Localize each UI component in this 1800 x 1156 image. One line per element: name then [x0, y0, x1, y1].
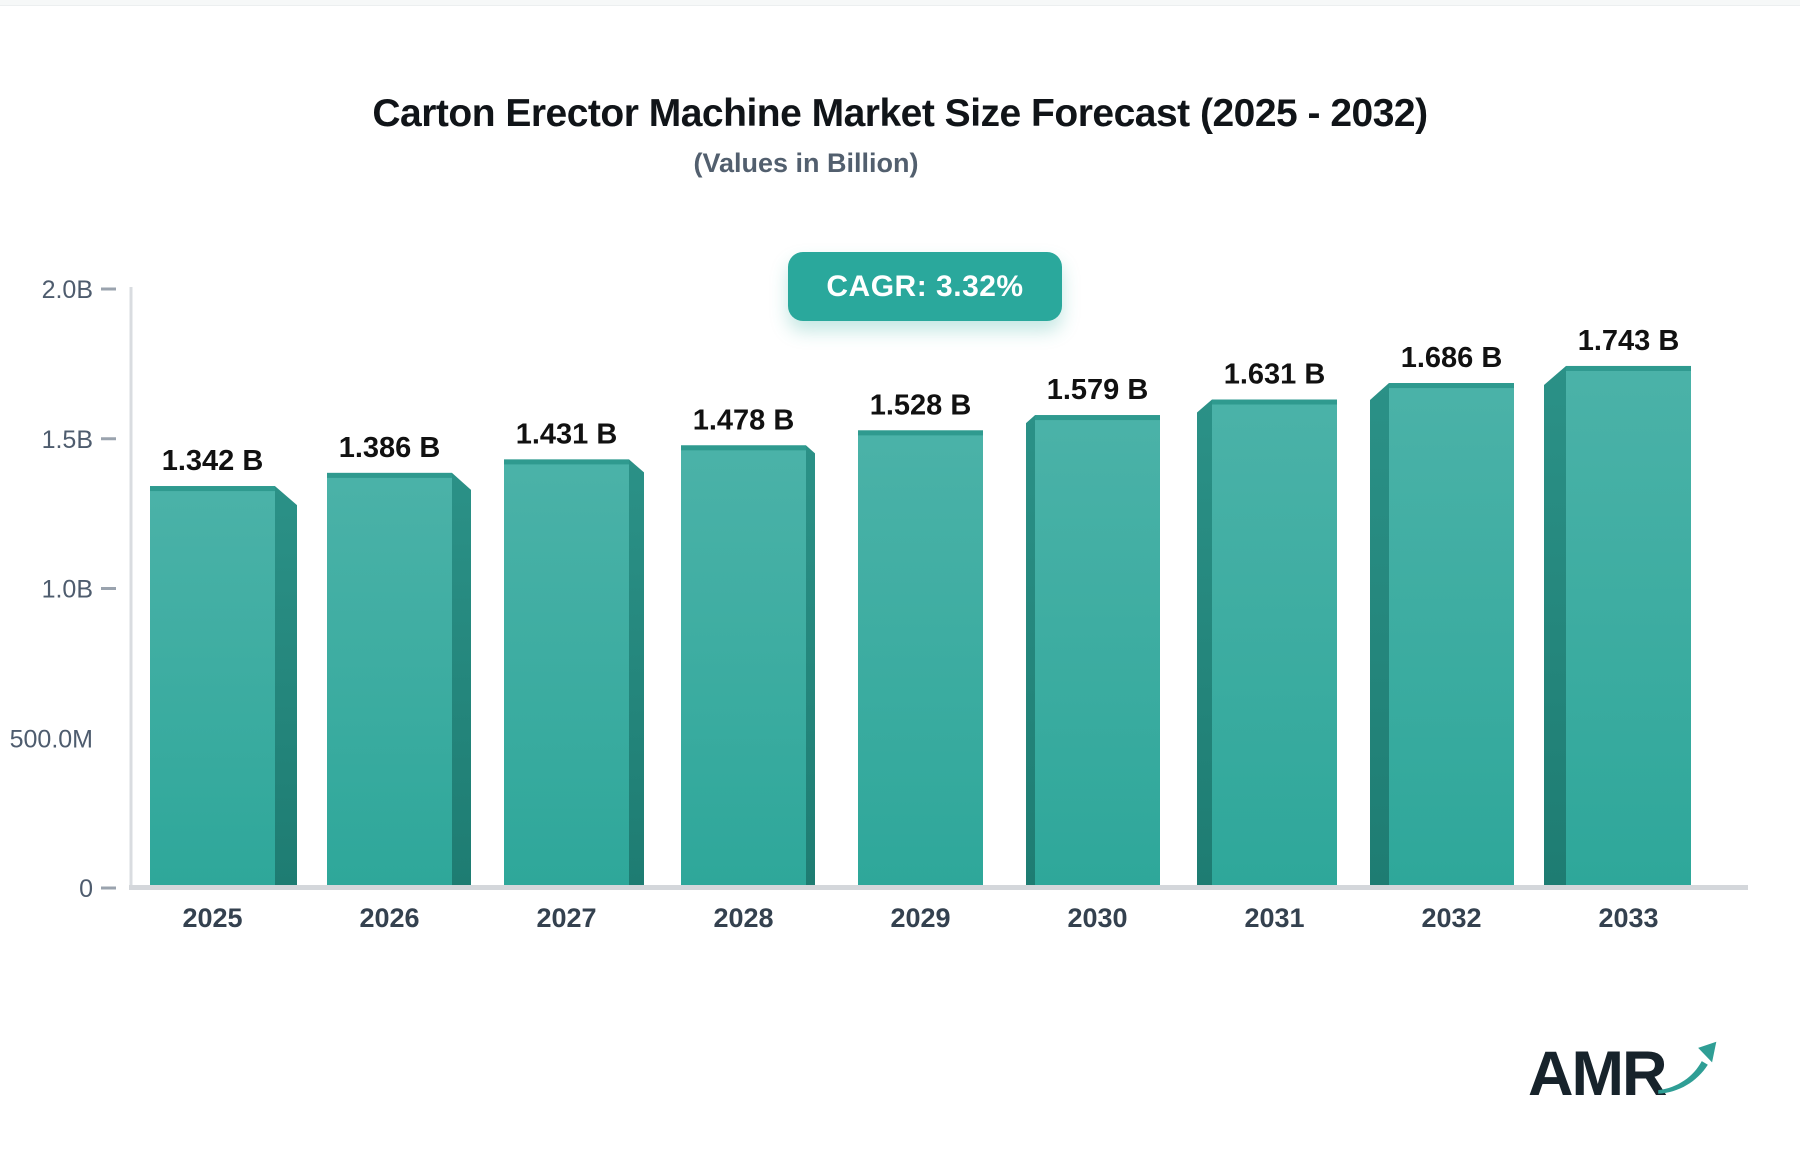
- bar-front-face: [504, 459, 629, 888]
- bar-front-face: [1389, 383, 1514, 888]
- bar-top-edge: [1566, 365, 1691, 371]
- bar-front-face: [1566, 365, 1691, 888]
- chart-title: Carton Erector Machine Market Size Forec…: [372, 92, 1428, 135]
- bar-2032: 1.686 B 2032: [1370, 342, 1514, 933]
- bar-side-face: [1197, 399, 1212, 888]
- bar-value-label: 1.686 B: [1401, 342, 1503, 374]
- bar-value-label: 1.528 B: [870, 389, 972, 421]
- bar-top-edge: [681, 445, 806, 451]
- x-axis-label: 2033: [1598, 903, 1658, 933]
- amr-logo: AMR: [1528, 1028, 1718, 1120]
- bar-top-edge: [1389, 383, 1514, 389]
- bar-2029: 1.528 B 2029: [858, 389, 983, 933]
- bar-2028: 1.478 B 2028: [681, 404, 815, 933]
- x-axis-label: 2028: [713, 903, 773, 933]
- y-tick-label: 0: [79, 875, 93, 903]
- top-border: [0, 0, 1800, 6]
- bar-2030: 1.579 B 2030: [1026, 374, 1160, 933]
- x-axis-label: 2029: [890, 903, 950, 933]
- bar-top-edge: [504, 459, 629, 465]
- bar-value-label: 1.743 B: [1578, 325, 1680, 357]
- cagr-badge: CAGR: 3.32%: [788, 252, 1062, 321]
- bar-2026: 1.386 B 2026: [327, 432, 471, 933]
- y-tick-label: 1.0B: [42, 576, 93, 604]
- bar-front-face: [150, 486, 275, 888]
- bar-value-label: 1.579 B: [1047, 374, 1149, 406]
- x-axis-label: 2030: [1067, 903, 1127, 933]
- bar-front-face: [1212, 399, 1337, 888]
- x-axis-label: 2031: [1244, 903, 1304, 933]
- bar-2025: 1.342 B 2025: [150, 445, 297, 933]
- bar-top-edge: [1035, 415, 1160, 421]
- bar-value-label: 1.478 B: [693, 404, 795, 436]
- bar-value-label: 1.631 B: [1224, 359, 1326, 391]
- x-axis-label: 2027: [536, 903, 596, 933]
- bar-value-label: 1.342 B: [162, 445, 264, 477]
- y-tick-label: 500.0M: [10, 725, 93, 753]
- bar-value-label: 1.431 B: [516, 418, 618, 450]
- bar-side-face: [806, 445, 815, 888]
- y-tick-label: 2.0B: [42, 276, 93, 304]
- bar-value-label: 1.386 B: [339, 432, 441, 464]
- bar-2027: 1.431 B 2027: [504, 418, 644, 933]
- x-axis-label: 2032: [1421, 903, 1481, 933]
- bar-front-face: [327, 472, 452, 888]
- bar-2031: 1.631 B 2031: [1197, 359, 1337, 933]
- logo-arrow-icon: [1658, 1041, 1717, 1094]
- bar-front-face: [1035, 415, 1160, 888]
- bar-side-face: [629, 459, 644, 888]
- bar-side-face: [1544, 365, 1566, 888]
- bar-side-face: [1026, 415, 1035, 888]
- bar-side-face: [275, 486, 297, 888]
- bar-top-edge: [858, 430, 983, 436]
- x-axis-label: 2025: [182, 903, 242, 933]
- bar-2033: 1.743 B 2033: [1544, 325, 1691, 933]
- bar-top-edge: [1212, 399, 1337, 405]
- bar-front-face: [681, 445, 806, 888]
- logo-text: AMR: [1528, 1038, 1667, 1109]
- chart-subtitle: (Values in Billion): [693, 148, 919, 178]
- bar-top-edge: [150, 486, 275, 492]
- bar-front-face: [858, 430, 983, 888]
- bar-top-edge: [327, 472, 452, 478]
- bar-side-face: [1370, 383, 1389, 888]
- x-axis-label: 2026: [359, 903, 419, 933]
- bar-side-face: [452, 472, 471, 888]
- y-tick-label: 1.5B: [42, 426, 93, 454]
